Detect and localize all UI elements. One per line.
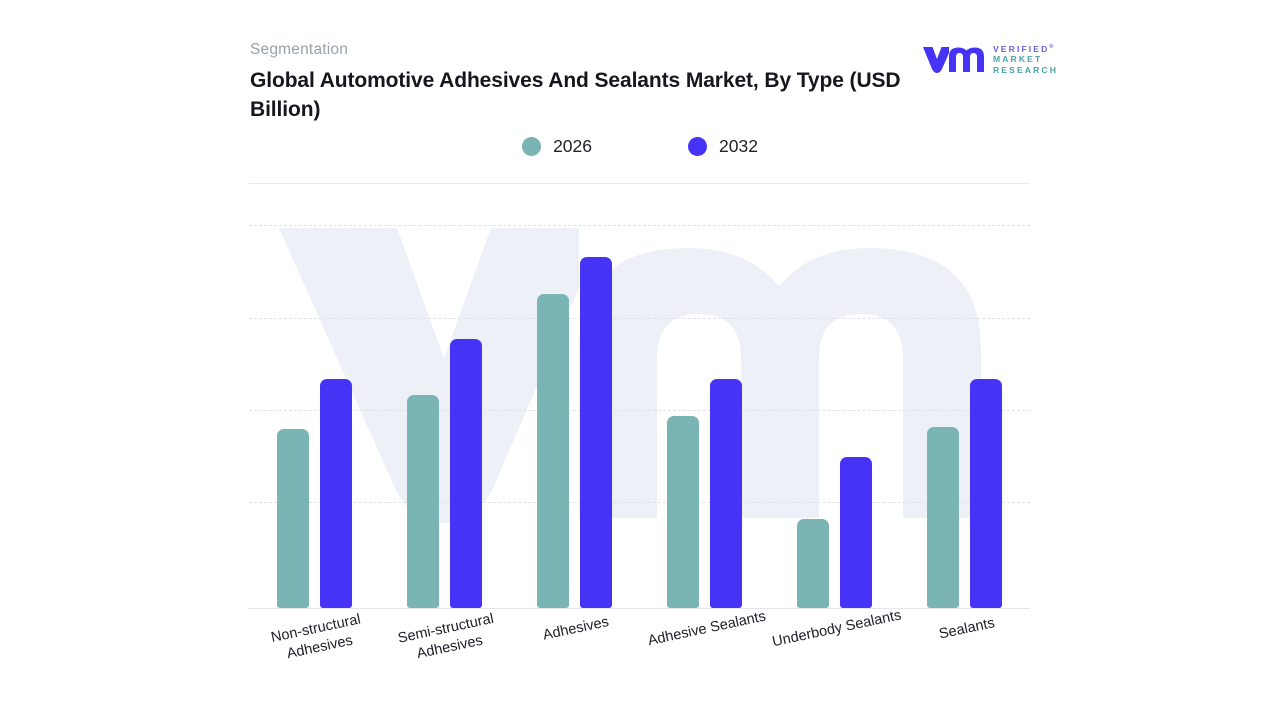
bar-2026-adhesives[interactable] bbox=[536, 293, 569, 608]
logo-line-research: RESEARCH bbox=[992, 64, 1058, 75]
x-axis-label-non-structural-adhesives: Non-structural Adhesives bbox=[269, 611, 363, 663]
plot-area bbox=[249, 200, 1030, 610]
gridline-1 bbox=[249, 502, 1030, 503]
x-axis-labels: Non-structural Adhesives Semi-structural … bbox=[249, 607, 1030, 692]
header-divider bbox=[249, 183, 1030, 184]
gridline-3 bbox=[249, 318, 1030, 319]
bar-2032-semi-structural-adhesives[interactable] bbox=[449, 339, 482, 608]
gridline-4 bbox=[249, 225, 1030, 226]
logo-line-verified: VERIFIED® bbox=[992, 43, 1054, 54]
bar-group-container bbox=[249, 200, 1030, 608]
legend-color-swatch-2026 bbox=[522, 137, 542, 156]
bar-2032-underbody-sealants[interactable] bbox=[840, 456, 873, 608]
bar-2032-adhesives[interactable] bbox=[579, 257, 612, 608]
bar-2032-adhesive-sealants[interactable] bbox=[710, 378, 743, 608]
page-title: Global Automotive Adhesives And Sealants… bbox=[250, 69, 901, 121]
vmr-logo-mark-icon bbox=[922, 46, 984, 73]
legend-label-2026: 2026 bbox=[553, 136, 592, 156]
legend-color-swatch-2032 bbox=[688, 137, 707, 156]
chart-header: Segmentation Global Automotive Adhesives… bbox=[250, 40, 1030, 124]
legend-item-2032[interactable]: 2032 bbox=[688, 136, 758, 157]
vmr-logo: VERIFIED® MARKET RESEARCH bbox=[921, 42, 1058, 75]
registered-mark: ® bbox=[1049, 44, 1054, 50]
legend-item-2026[interactable]: 2026 bbox=[522, 136, 592, 157]
bar-2026-sealants[interactable] bbox=[927, 427, 960, 608]
bar-2032-non-structural-adhesives[interactable] bbox=[319, 378, 352, 608]
bar-2032-sealants[interactable] bbox=[970, 378, 1003, 608]
x-axis-line bbox=[249, 608, 1030, 609]
bar-2026-adhesive-sealants[interactable] bbox=[667, 416, 700, 608]
x-axis-label-semi-structural-adhesives: Semi-structural Adhesives bbox=[396, 610, 496, 663]
bar-2026-semi-structural-adhesives[interactable] bbox=[406, 394, 439, 608]
x-axis-label-adhesive-sealants: Adhesive Sealants bbox=[646, 608, 767, 650]
segmentation-kicker: Segmentation bbox=[250, 41, 349, 58]
gridline-2 bbox=[249, 410, 1030, 411]
bar-2026-underbody-sealants[interactable] bbox=[797, 519, 830, 608]
bar-2026-non-structural-adhesives[interactable] bbox=[276, 429, 309, 608]
vmr-logo-text: VERIFIED® MARKET RESEARCH bbox=[993, 42, 1058, 75]
logo-line-market: MARKET bbox=[992, 54, 1043, 65]
x-axis-label-sealants: Sealants bbox=[937, 615, 997, 643]
legend-label-2032: 2032 bbox=[719, 136, 758, 156]
x-axis-label-underbody-sealants: Underbody Sealants bbox=[770, 607, 903, 651]
chart-legend: 2026 2032 bbox=[250, 136, 1030, 157]
x-axis-label-adhesives: Adhesives bbox=[541, 614, 611, 644]
